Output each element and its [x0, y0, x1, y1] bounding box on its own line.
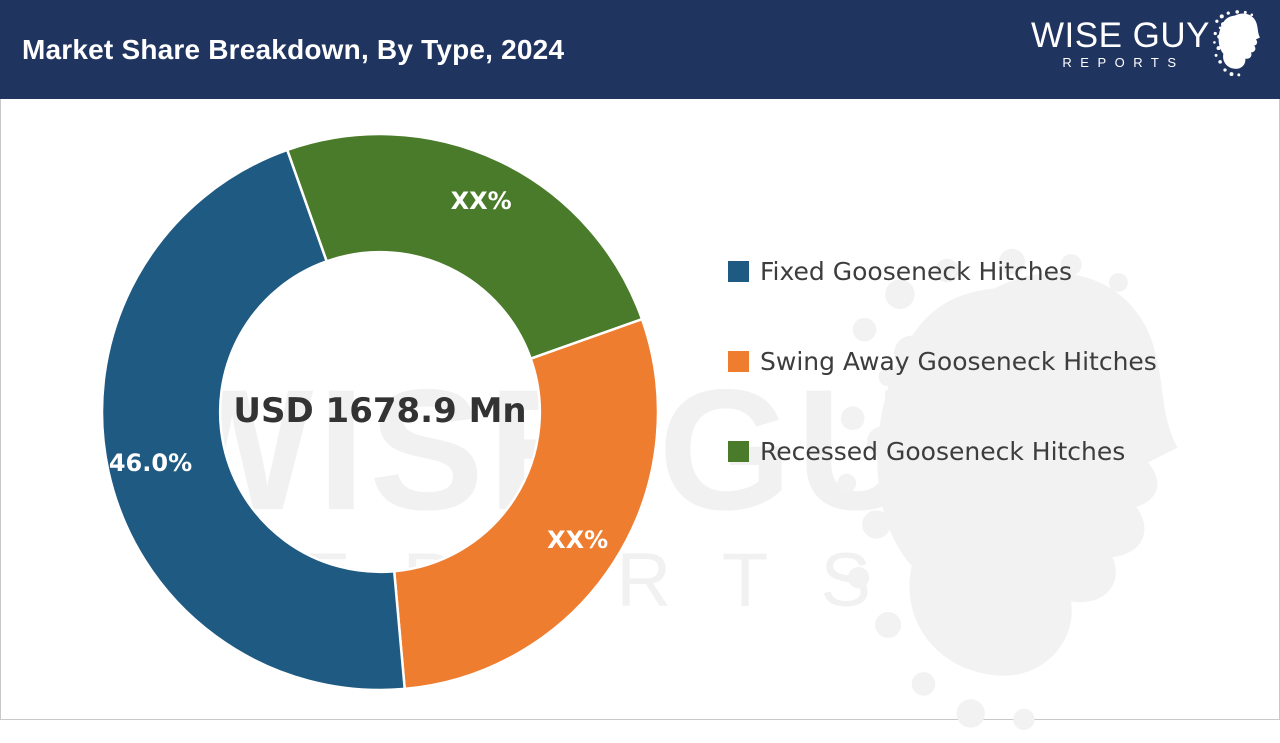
slice-percent-label: 46.0%	[109, 449, 192, 477]
page-title: Market Share Breakdown, By Type, 2024	[22, 33, 565, 65]
brand-logo: WISE GUY REPORTS	[1031, 9, 1264, 79]
donut-slices	[100, 132, 660, 692]
donut-slice	[285, 132, 644, 360]
brand-logo-text: WISE GUY REPORTS	[1030, 16, 1210, 71]
donut-slice-labels: XX% XX% 46.0%	[109, 187, 608, 554]
donut-slice	[100, 148, 406, 692]
legend-item-label: Recessed Gooseneck Hitches	[760, 436, 1126, 466]
donut-slice	[392, 317, 660, 691]
chart-legend: Fixed Gooseneck Hitches Swing Away Goosen…	[728, 226, 1157, 496]
donut-center-label: USD 1678.9 Mn	[233, 391, 526, 431]
legend-swatch	[728, 260, 749, 282]
legend-swatch	[728, 350, 749, 372]
donut-chart: XX% XX% 46.0% USD 1678.9 Mn	[100, 132, 660, 692]
slice-percent-label: XX%	[547, 526, 608, 554]
brand-wordmark: WISE GUY	[1030, 16, 1210, 55]
legend-swatch	[728, 440, 749, 462]
legend-item: Swing Away Gooseneck Hitches	[728, 316, 1157, 406]
legend-item-label: Swing Away Gooseneck Hitches	[760, 346, 1157, 376]
brand-subtitle: REPORTS	[1062, 55, 1185, 70]
brand-face-icon	[1212, 9, 1264, 79]
slice-percent-label: XX%	[451, 187, 512, 215]
header-bar: Market Share Breakdown, By Type, 2024 WI…	[0, 0, 1280, 99]
legend-item: Recessed Gooseneck Hitches	[728, 406, 1157, 496]
legend-item: Fixed Gooseneck Hitches	[728, 226, 1157, 316]
legend-item-label: Fixed Gooseneck Hitches	[760, 256, 1073, 286]
